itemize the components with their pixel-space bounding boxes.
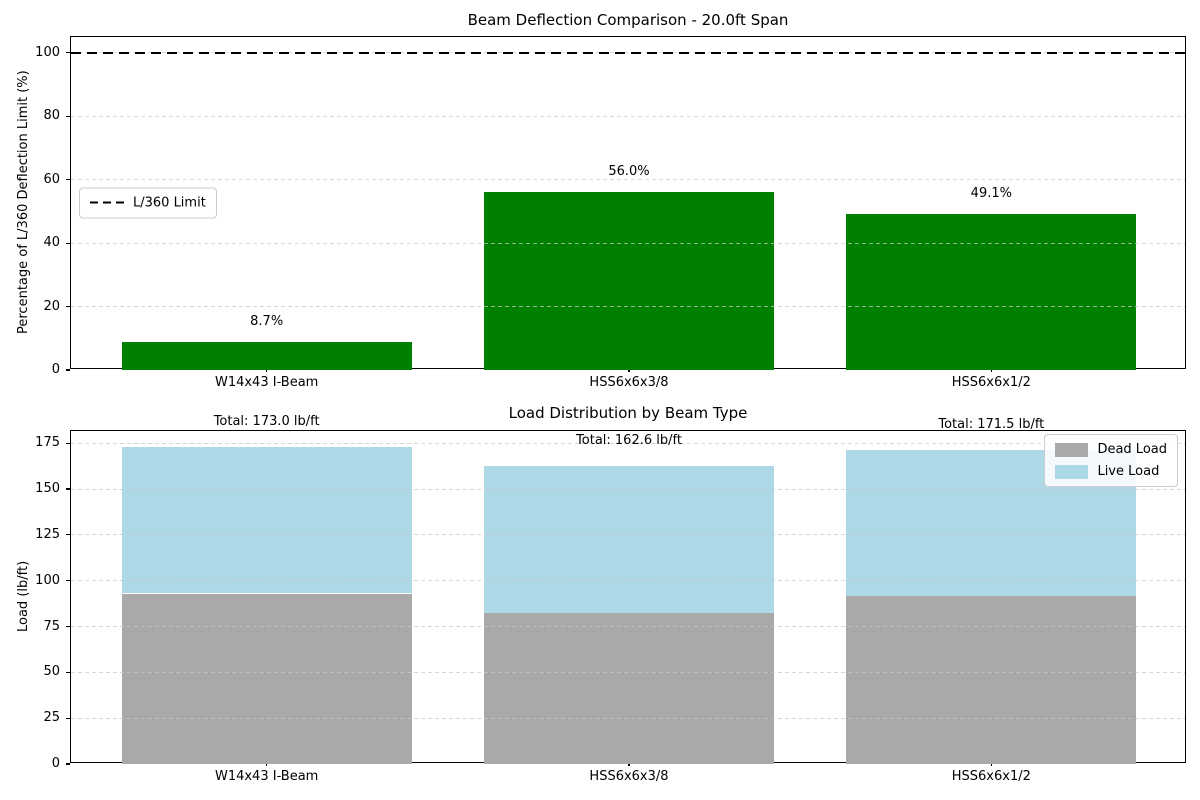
legend-label: Dead Load — [1097, 442, 1167, 457]
bar — [484, 192, 774, 370]
y-tick-label: 150 — [35, 481, 60, 497]
y-grid-line — [71, 115, 1185, 117]
bar-segment-live-load — [121, 446, 412, 594]
chart-title: Load Distribution by Beam Type — [508, 404, 748, 422]
y-grid-line — [71, 488, 1185, 490]
y-grid-line — [71, 534, 1185, 536]
bar-segment-dead-load — [121, 593, 412, 764]
legend: L/360 Limit — [79, 187, 217, 218]
bar — [121, 342, 412, 370]
total-label: Total: 173.0 lb/ft — [213, 413, 320, 429]
y-tick-mark — [66, 242, 70, 244]
y-tick-label: 20 — [43, 298, 60, 314]
bar-value-label: 49.1% — [970, 186, 1012, 202]
y-tick-label: 0 — [51, 362, 60, 377]
y-tick-label: 100 — [35, 44, 60, 60]
y-grid-line — [71, 580, 1185, 582]
bar-segment-dead-load — [484, 612, 774, 764]
y-grid-line — [71, 671, 1185, 673]
y-tick-mark — [66, 534, 70, 536]
y-tick-mark — [66, 305, 70, 308]
color-swatch — [1055, 464, 1089, 479]
y-tick-mark — [66, 369, 70, 371]
y-tick-mark — [66, 625, 70, 628]
x-tick-label: W14x43 I-Beam — [214, 769, 319, 784]
bar-segment-dead-load — [846, 596, 1137, 764]
y-tick-label: 125 — [35, 526, 60, 542]
x-tick-label: HSS6x6x1/2 — [951, 769, 1031, 784]
y-axis-label: Percentage of L/360 Deflection Limit (%) — [16, 70, 31, 335]
y-tick-label: 100 — [35, 572, 60, 588]
bar — [846, 214, 1137, 370]
legend-entry: Dead Load — [1055, 442, 1167, 457]
load-plot-area: 0 25 50 75 100 125 150 175 W14x43 I-Beam HSS6x6x3… — [35, 414, 1186, 784]
y-tick-mark — [66, 717, 70, 719]
x-tick-mark — [266, 368, 268, 372]
y-tick-mark — [66, 763, 70, 765]
legend-entry: Live Load — [1055, 464, 1167, 479]
y-tick-label: 50 — [43, 664, 60, 680]
y-tick-mark — [66, 52, 70, 54]
x-tick-mark — [990, 762, 992, 766]
x-tick-mark — [990, 368, 992, 372]
y-grid-line — [71, 306, 1185, 308]
x-tick-label: HSS6x6x3/8 — [589, 375, 669, 390]
x-tick-mark — [628, 762, 630, 766]
y-grid-line — [71, 442, 1185, 444]
deflection-plot-area: 0 20 40 60 80 100 W14x43 I-Beam HSS6x6x3/8 HSS6x… — [35, 36, 1186, 390]
x-tick-label: W14x43 I-Beam — [214, 375, 319, 390]
bar-value-label: 8.7% — [250, 314, 284, 330]
y-grid-line — [71, 179, 1185, 181]
y-tick-label: 60 — [43, 171, 60, 187]
y-tick-label: 0 — [51, 756, 60, 771]
bar-segment-live-load — [484, 465, 774, 613]
legend: Dead Load Live Load — [1044, 434, 1178, 487]
chart-title: Beam Deflection Comparison - 20.0ft Span — [467, 11, 789, 29]
limit-line — [71, 51, 1185, 55]
y-tick-label: 175 — [35, 435, 60, 451]
color-swatch — [1055, 442, 1089, 457]
legend-entry: L/360 Limit — [90, 195, 206, 210]
y-tick-mark — [66, 179, 70, 181]
y-grid-line — [71, 717, 1185, 719]
y-tick-mark — [66, 671, 70, 673]
y-tick-label: 40 — [43, 235, 60, 251]
y-tick-label: 80 — [43, 108, 60, 124]
y-tick-label: 25 — [43, 710, 60, 726]
y-grid-line — [71, 242, 1185, 244]
legend-label: Live Load — [1097, 464, 1160, 479]
total-label: Total: 171.5 lb/ft — [938, 416, 1045, 432]
y-grid-line — [71, 626, 1185, 627]
x-tick-label: HSS6x6x1/2 — [951, 375, 1031, 390]
y-tick-mark — [66, 488, 70, 490]
y-tick-mark — [66, 580, 70, 582]
x-tick-mark — [266, 762, 268, 766]
y-tick-mark — [66, 442, 70, 444]
total-label: Total: 162.6 lb/ft — [576, 432, 682, 448]
y-tick-label: 75 — [43, 618, 60, 634]
x-tick-label: HSS6x6x3/8 — [589, 769, 669, 784]
bar-value-label: 56.0% — [608, 164, 650, 180]
x-tick-mark — [628, 368, 630, 372]
y-tick-mark — [66, 115, 70, 117]
dashed-line-swatch — [90, 201, 124, 204]
legend-label: L/360 Limit — [133, 195, 206, 210]
